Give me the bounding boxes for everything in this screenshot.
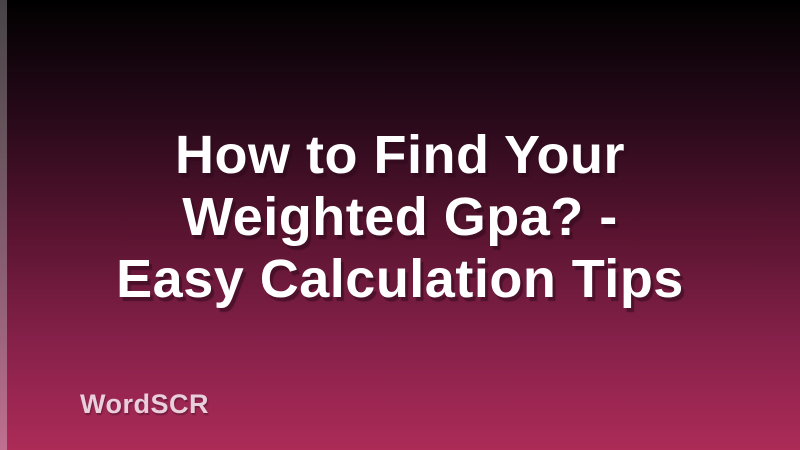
title-line-3: Easy Calculation Tips: [116, 249, 684, 309]
title-line-1: How to Find Your: [175, 125, 625, 185]
page-title: How to Find Your Weighted Gpa? - Easy Ca…: [40, 124, 760, 310]
left-edge-strip: [0, 0, 7, 450]
title-line-2: Weighted Gpa? -: [182, 187, 618, 247]
brand-logo: WordSCR: [80, 389, 209, 419]
